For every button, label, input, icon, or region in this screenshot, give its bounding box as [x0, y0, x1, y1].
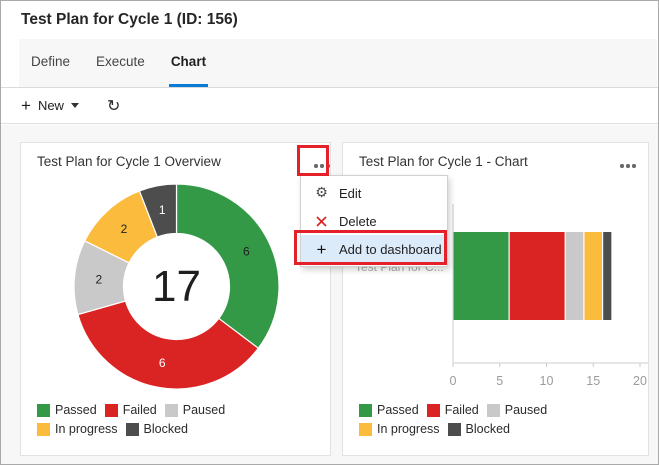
toolbar: + New ↻	[1, 87, 658, 124]
chart-legend: Passed Failed Paused In progress Blocked	[359, 401, 636, 439]
legend-label: Blocked	[143, 422, 189, 436]
menu-item-add-to-dashboard[interactable]: + Add to dashboard	[301, 235, 447, 263]
delete-x-icon	[313, 215, 330, 227]
legend-label: Failed	[444, 403, 479, 417]
bar-segment-paused	[565, 232, 584, 320]
axis-tick-label: 15	[586, 374, 600, 388]
donut-segment-value: 6	[243, 245, 250, 259]
legend-label: Failed	[122, 403, 157, 417]
legend-label: In progress	[377, 422, 440, 436]
legend-label: Paused	[182, 403, 226, 417]
chevron-down-icon	[70, 103, 79, 108]
donut-chart-svg: 6 6 2 2 1	[73, 183, 280, 390]
chart-card-title: Test Plan for Cycle 1 Overview	[37, 154, 221, 169]
legend-label: Passed	[377, 403, 419, 417]
refresh-button[interactable]: ↻	[106, 95, 121, 115]
bar-chart-svg: 0 5 10 15 20	[450, 204, 648, 388]
legend-label: Blocked	[465, 422, 511, 436]
legend-item: Paused	[486, 401, 548, 420]
legend-item: In progress	[37, 420, 118, 439]
legend-chip	[104, 404, 118, 417]
legend-item: Paused	[164, 401, 226, 420]
legend-chip	[359, 423, 372, 436]
legend-item: Passed	[37, 401, 97, 420]
donut-segment-value: 6	[159, 356, 166, 370]
ellipsis-icon	[620, 164, 624, 168]
legend-chip	[359, 404, 372, 417]
legend-chip	[447, 423, 461, 436]
legend-item: In progress	[359, 420, 440, 439]
menu-item-edit[interactable]: ⚙ Edit	[301, 179, 447, 207]
tab-execute[interactable]: Execute	[96, 54, 145, 69]
legend-label: Paused	[504, 403, 548, 417]
ellipsis-icon	[314, 164, 318, 168]
bar-segment-passed	[453, 232, 509, 320]
legend-item: Failed	[426, 401, 479, 420]
bar-segment-in-progress	[584, 232, 602, 320]
legend-chip	[426, 404, 440, 417]
page-title: Test Plan for Cycle 1 (ID: 156)	[21, 11, 238, 28]
refresh-icon: ↻	[106, 95, 121, 115]
axis-tick-label: 20	[633, 374, 647, 388]
new-button[interactable]: + New	[21, 97, 79, 114]
new-button-label: New	[37, 98, 64, 113]
legend-item: Failed	[104, 401, 157, 420]
legend-chip	[37, 423, 50, 436]
bar-segment-blocked	[603, 232, 612, 320]
legend-label: Passed	[55, 403, 97, 417]
gear-icon: ⚙	[315, 185, 328, 201]
donut-segment-value: 1	[159, 203, 166, 217]
stacked-bar-chart: 0 5 10 15 20	[343, 143, 650, 393]
legend-item: Passed	[359, 401, 419, 420]
donut-segment-value: 2	[95, 272, 102, 286]
menu-item-delete[interactable]: Delete	[301, 207, 447, 235]
plus-icon: +	[21, 96, 31, 115]
legend-chip	[486, 404, 500, 417]
axis-tick-label: 5	[496, 374, 503, 388]
legend-chip	[164, 404, 178, 417]
donut-segment-value: 2	[121, 222, 128, 236]
legend-label: In progress	[55, 422, 118, 436]
tab-chart[interactable]: Chart	[168, 39, 209, 87]
chart-card-title: Test Plan for Cycle 1 - Chart	[359, 154, 528, 169]
tab-define[interactable]: Define	[31, 54, 71, 69]
card-context-menu-button[interactable]	[311, 157, 333, 175]
axis-tick-label: 10	[540, 374, 554, 388]
donut-segment-failed	[77, 300, 260, 390]
card-context-menu-button[interactable]	[617, 157, 639, 175]
legend-item: Blocked	[125, 420, 189, 439]
legend-item: Blocked	[447, 420, 511, 439]
axis-tick-label: 0	[450, 374, 457, 388]
legend-chip	[125, 423, 139, 436]
donut-chart: 6 6 2 2 1	[72, 182, 281, 391]
bar-segment-failed	[509, 232, 565, 320]
chart-legend: Passed Failed Paused In progress Blocked	[37, 401, 318, 439]
donut-segment-passed	[175, 183, 280, 350]
card-context-menu: ⚙ Edit Delete + Add to dashboard	[300, 175, 448, 267]
donut-segment-blocked	[138, 183, 178, 238]
tab-strip: Define Execute Chart	[19, 39, 657, 87]
plus-icon: +	[316, 239, 327, 259]
legend-chip	[37, 404, 50, 417]
